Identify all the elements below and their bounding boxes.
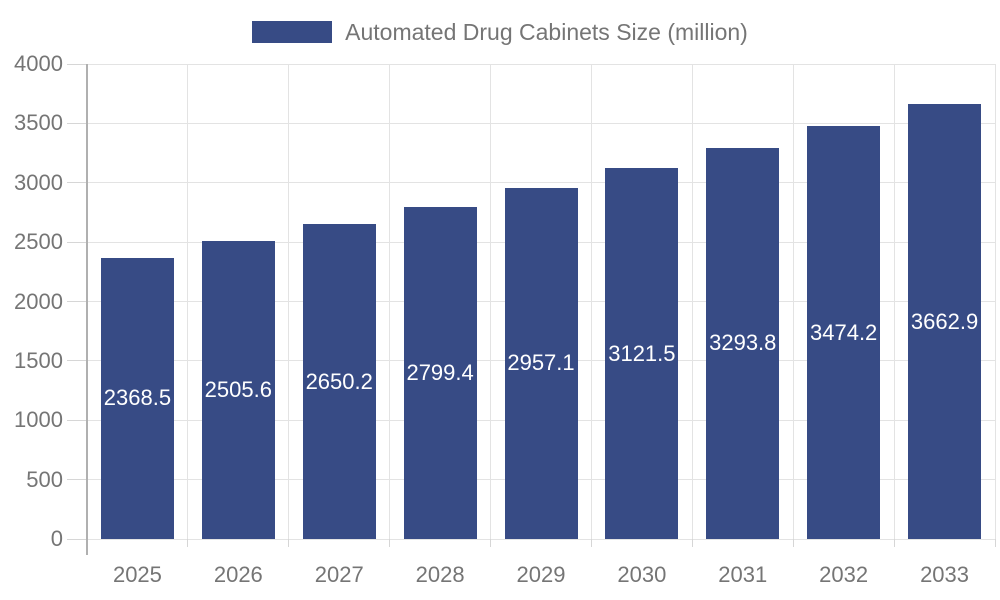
bar-value-label: 2368.5 xyxy=(103,385,172,411)
gridline-vertical xyxy=(792,64,794,539)
gridline-vertical xyxy=(490,64,492,539)
x-tick-label: 2025 xyxy=(112,562,162,587)
y-tick-label: 1500 xyxy=(14,347,63,373)
legend-label: Automated Drug Cabinets Size (million) xyxy=(345,18,748,45)
legend-swatch xyxy=(252,21,333,43)
bar-value-label: 3121.5 xyxy=(608,340,676,366)
gridline-horizontal xyxy=(87,182,995,184)
y-axis-tick xyxy=(67,538,87,540)
y-axis-tick xyxy=(67,182,87,184)
x-axis-tick xyxy=(792,539,794,547)
y-tick-label: 0 xyxy=(50,526,63,551)
x-tick-label: 2026 xyxy=(213,562,263,587)
x-axis-tick xyxy=(590,539,592,547)
bar-2033[interactable] xyxy=(908,104,982,539)
x-axis-tick xyxy=(288,539,290,547)
y-axis-tick xyxy=(67,241,87,243)
x-tick-label: 2032 xyxy=(819,562,869,587)
y-axis-tick xyxy=(67,301,87,302)
gridline-horizontal xyxy=(87,538,995,540)
x-tick-label: 2031 xyxy=(718,562,768,587)
gridline-vertical xyxy=(389,64,391,539)
legend[interactable]: Automated Drug Cabinets Size (million) xyxy=(0,18,1000,45)
x-axis-tick xyxy=(994,539,996,547)
gridline-horizontal xyxy=(87,122,995,124)
x-tick-label: 2029 xyxy=(516,562,566,587)
y-axis-tick xyxy=(67,122,87,124)
gridline-vertical xyxy=(590,64,592,539)
bar-value-label: 3474.2 xyxy=(810,319,878,345)
y-axis-tick xyxy=(67,360,87,362)
bar-2032[interactable] xyxy=(807,126,881,539)
y-axis-tick xyxy=(67,63,87,65)
x-axis-tick xyxy=(893,539,895,547)
y-axis-tick xyxy=(67,479,87,481)
x-axis-tick xyxy=(187,539,189,547)
bar-2029[interactable] xyxy=(504,187,578,539)
bar-2026[interactable] xyxy=(201,241,275,539)
bar-value-label: 2505.6 xyxy=(204,377,272,403)
gridline-vertical xyxy=(994,64,996,539)
bar-value-label: 2957.1 xyxy=(507,350,575,376)
x-tick-label: 2028 xyxy=(415,562,465,587)
bar-2028[interactable] xyxy=(403,206,477,539)
gridline-vertical xyxy=(691,64,693,539)
bar-2031[interactable] xyxy=(706,147,780,539)
y-tick-label: 1000 xyxy=(14,407,63,433)
gridline-vertical xyxy=(187,64,189,539)
bar-2027[interactable] xyxy=(302,224,376,539)
x-axis-tick xyxy=(691,539,693,547)
y-tick-label: 3500 xyxy=(14,110,63,136)
y-axis-line xyxy=(86,64,88,555)
bar-2030[interactable] xyxy=(605,168,679,539)
bar-2025[interactable] xyxy=(100,257,174,539)
y-tick-label: 3000 xyxy=(14,169,63,195)
y-tick-label: 4000 xyxy=(14,51,63,76)
x-tick-label: 2027 xyxy=(314,562,364,587)
x-tick-label: 2033 xyxy=(920,562,970,587)
y-tick-label: 2000 xyxy=(14,288,63,314)
y-axis-tick xyxy=(67,419,87,421)
bar-value-label: 3662.9 xyxy=(910,308,979,334)
x-axis-tick xyxy=(389,539,391,547)
y-tick-label: 2500 xyxy=(14,229,63,255)
gridline-vertical xyxy=(288,64,290,539)
bar-value-label: 3293.8 xyxy=(709,330,777,356)
x-tick-label: 2030 xyxy=(617,562,667,587)
bar-value-label: 2650.2 xyxy=(305,368,373,394)
x-axis-tick xyxy=(490,539,492,547)
bar-value-label: 2799.4 xyxy=(406,359,474,385)
y-tick-label: 500 xyxy=(26,466,63,492)
gridline-horizontal xyxy=(87,63,995,65)
gridline-vertical xyxy=(893,64,895,539)
